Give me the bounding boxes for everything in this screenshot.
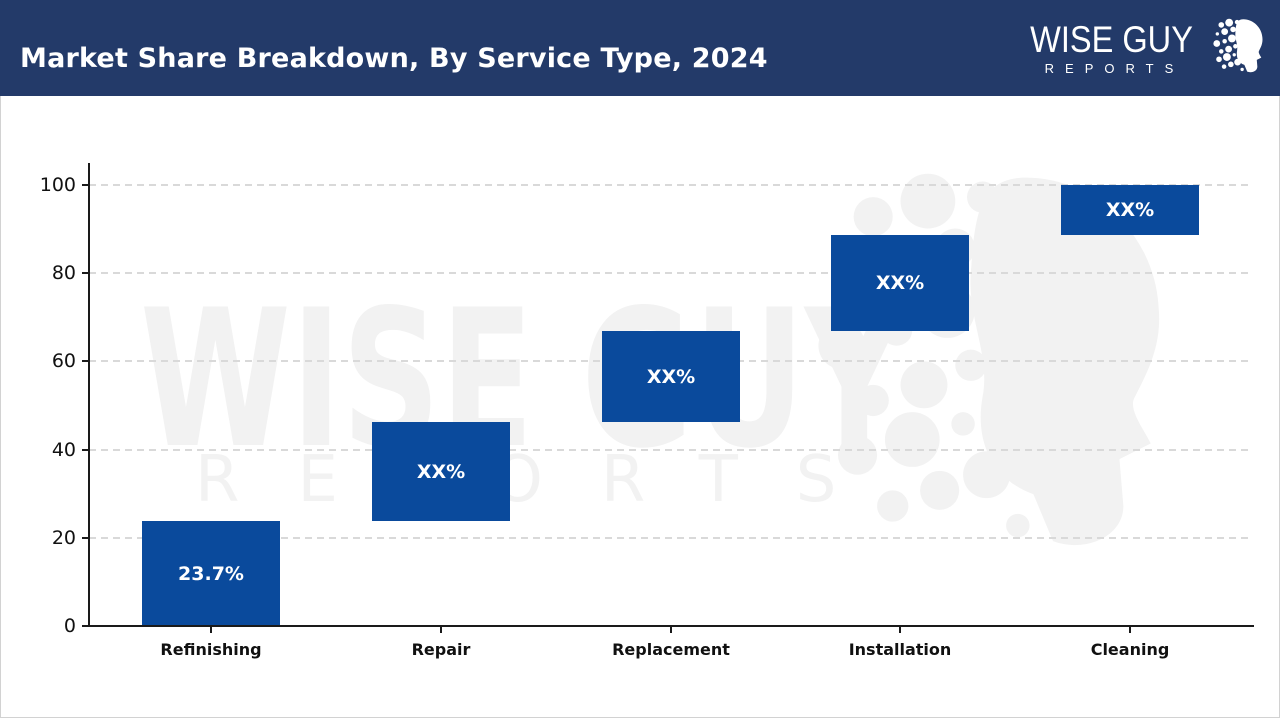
x-tick-label: Repair [411,640,471,659]
y-tick-label: 100 [39,174,76,196]
x-axis-tick [440,627,442,633]
x-axis-tick [670,627,672,633]
x-tick-label: Refinishing [160,640,262,659]
y-tick-label: 0 [63,615,76,637]
y-axis-tick [82,272,89,275]
y-tick-label: 80 [51,262,76,285]
page-title: Market Share Breakdown, By Service Type,… [20,42,768,74]
y-tick-label: 20 [51,526,76,549]
x-axis [87,625,1254,627]
bar-value-label: 23.7% [178,562,244,585]
bar-value-label: XX% [1105,198,1155,221]
wise-guy-logo: WISE GUY REPORTS [1019,4,1272,92]
logo-face-icon [1213,18,1263,73]
bar-value-label: XX% [416,460,466,483]
logo-text: WISE GUY REPORTS [1019,21,1204,75]
y-axis-tick [82,625,89,627]
gridline [89,448,1253,451]
bar-replacement: XX% [602,330,740,423]
y-axis [88,163,90,626]
x-axis-tick [1129,627,1131,633]
y-axis-tick [82,360,89,363]
bar-repair: XX% [372,422,510,522]
bar-installation: XX% [831,234,969,331]
y-axis-tick [82,448,89,451]
x-axis-tick [210,627,212,633]
y-tick-label: 60 [51,350,76,373]
x-axis-tick [899,627,901,633]
y-axis-tick [82,184,89,186]
logo-name: WISE GUY [1030,19,1193,60]
x-tick-label: Replacement [612,640,730,659]
logo-subtitle: REPORTS [1044,61,1185,76]
bar-value-label: XX% [875,271,925,294]
bar-refinishing: 23.7% [142,521,280,626]
y-axis-tick [82,536,89,539]
gridline [89,536,1253,539]
bar-value-label: XX% [646,365,696,388]
header-bar: Market Share Breakdown, By Service Type,… [0,0,1280,96]
bar-cleaning: XX% [1061,185,1199,235]
watermark-subtitle: REPORTS [195,443,895,517]
x-tick-label: Installation [848,640,952,659]
watermark-name: WISE GUY [140,269,904,490]
y-tick-label: 40 [51,438,76,461]
gridline [89,184,1253,186]
x-tick-label: Cleaning [1090,640,1170,659]
gridline [89,272,1253,275]
